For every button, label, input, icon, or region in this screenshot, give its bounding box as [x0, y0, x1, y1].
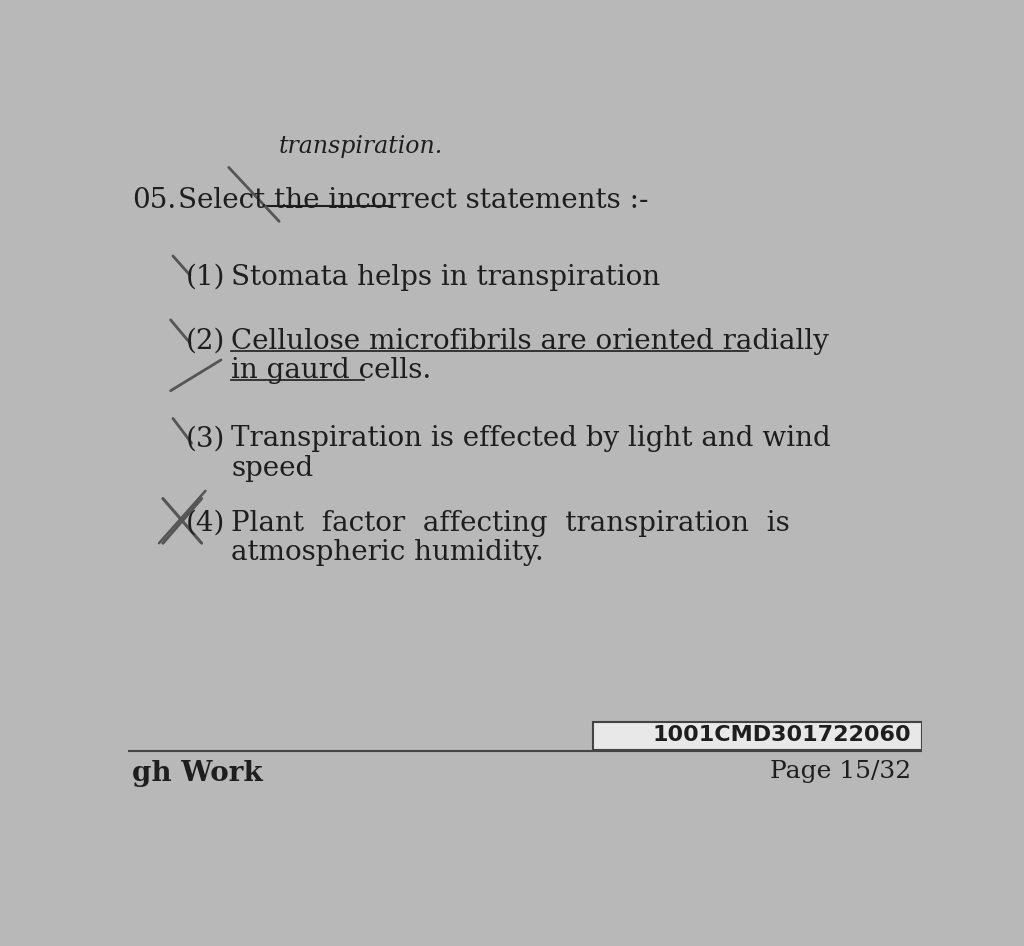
Text: Select the incorrect statements :-: Select the incorrect statements :-: [178, 186, 649, 214]
Text: transpiration.: transpiration.: [280, 135, 443, 158]
Bar: [593, 722, 922, 749]
Text: in gaurd cells.: in gaurd cells.: [231, 357, 431, 384]
Text: Cellulose microfibrils are oriented radially: Cellulose microfibrils are oriented radi…: [231, 327, 829, 355]
Text: Transpiration is effected by light and wind: Transpiration is effected by light and w…: [231, 426, 830, 452]
Text: 1001CMD301722060: 1001CMD301722060: [652, 725, 910, 745]
Text: (2): (2): [186, 327, 225, 355]
Text: Plant  factor  affecting  transpiration  is: Plant factor affecting transpiration is: [231, 510, 790, 537]
Text: Stomata helps in transpiration: Stomata helps in transpiration: [231, 264, 660, 290]
Text: (1): (1): [186, 264, 225, 290]
Text: (4): (4): [186, 510, 225, 537]
Text: 05.: 05.: [132, 186, 176, 214]
Text: (3): (3): [186, 426, 225, 452]
Text: speed: speed: [231, 455, 313, 482]
Text: gh Work: gh Work: [132, 761, 262, 787]
Text: Page 15/32: Page 15/32: [770, 761, 910, 783]
Text: atmospheric humidity.: atmospheric humidity.: [231, 539, 544, 567]
